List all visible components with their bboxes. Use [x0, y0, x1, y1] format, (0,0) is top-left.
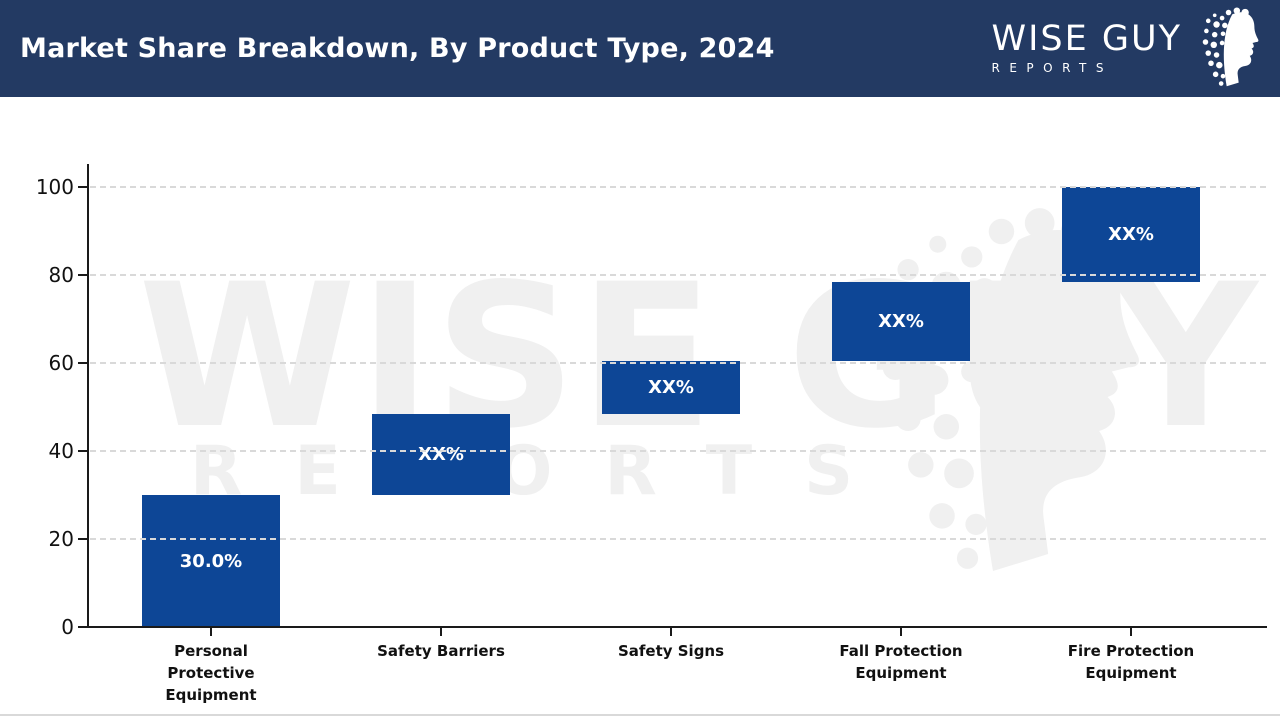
y-tick-label-60: 60 — [48, 351, 74, 375]
x-tick-4 — [900, 628, 902, 636]
x-category-label-4: Fall Protection Equipment — [839, 642, 963, 682]
header-bar: Market Share Breakdown, By Product Type,… — [0, 0, 1280, 97]
y-tick-20 — [78, 538, 87, 540]
x-category-label-2: Safety Barriers — [377, 642, 505, 660]
bar-1: 30.0% — [142, 495, 280, 627]
x-category-label-3: Safety Signs — [617, 642, 725, 660]
wiseguy-logo: WISE GUY REPORTS — [991, 7, 1260, 90]
gridline-40 — [90, 450, 1266, 452]
gridline-60 — [90, 362, 1266, 364]
bar-3: XX% — [602, 360, 740, 414]
x-tick-5 — [1130, 628, 1132, 636]
bar-value-label-5: XX% — [1108, 223, 1154, 245]
logo-wiseguy-text: WISE GUY — [991, 19, 1182, 59]
logo-reports-text: REPORTS — [991, 61, 1113, 75]
logo-text: WISE GUY REPORTS — [991, 19, 1182, 76]
x-tick-3 — [670, 628, 672, 636]
bar-value-label-4: XX% — [878, 310, 924, 332]
y-tick-80 — [78, 274, 87, 276]
bar-value-label-1: 30.0% — [179, 550, 243, 572]
gridline-80 — [90, 274, 1266, 276]
y-tick-40 — [78, 450, 87, 452]
x-category-label-1: Personal Protective Equipment — [165, 642, 257, 704]
y-tick-label-0: 0 — [61, 615, 74, 639]
logo-face-icon — [1202, 7, 1259, 87]
y-tick-60 — [78, 362, 87, 364]
y-tick-0 — [78, 626, 87, 628]
gridline-20 — [90, 538, 1266, 540]
chart-title: Market Share Breakdown, By Product Type,… — [20, 33, 775, 64]
y-axis-spine — [87, 164, 89, 627]
y-tick-label-80: 80 — [48, 263, 74, 287]
bottom-divider — [0, 714, 1280, 716]
x-category-label-5: Fire Protection Equipment — [1067, 642, 1195, 682]
x-tick-2 — [440, 628, 442, 636]
bar-value-label-2: XX% — [418, 443, 464, 465]
y-tick-label-40: 40 — [48, 439, 74, 463]
bar-value-label-3: XX% — [648, 376, 694, 398]
y-tick-label-100: 100 — [35, 175, 74, 199]
bar-5: XX% — [1062, 187, 1200, 282]
x-axis-spine — [87, 626, 1267, 628]
bar-4: XX% — [832, 281, 970, 361]
gridline-100 — [90, 186, 1266, 188]
y-tick-100 — [78, 186, 87, 188]
x-tick-1 — [210, 628, 212, 636]
bar-2: XX% — [372, 413, 510, 495]
watermark-reports-text: REPORTS — [190, 432, 906, 511]
y-tick-label-20: 20 — [48, 527, 74, 551]
